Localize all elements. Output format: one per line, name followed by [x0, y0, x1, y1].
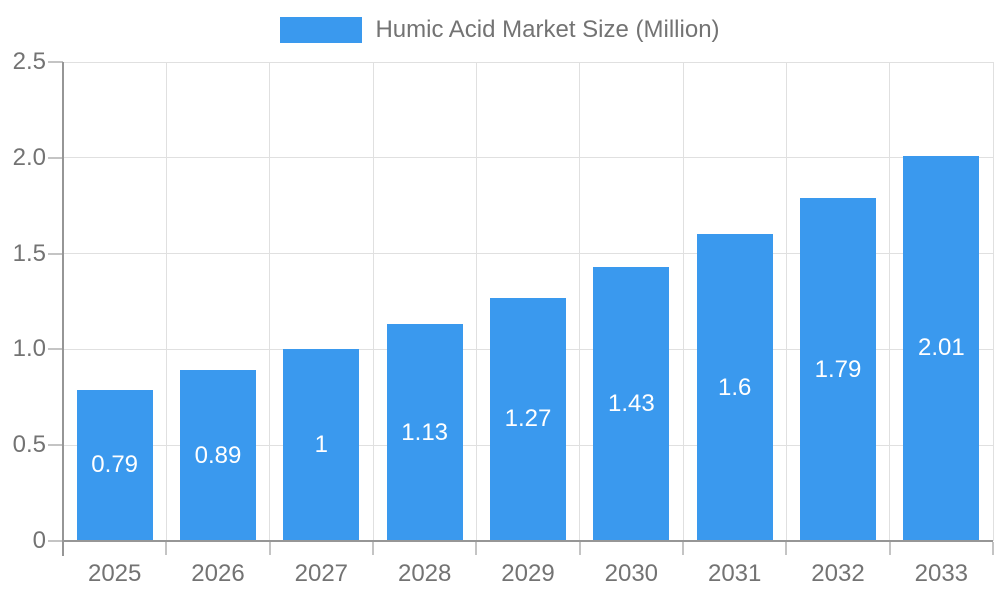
bar[interactable]: 1.43	[593, 267, 670, 541]
legend-label: Humic Acid Market Size (Million)	[375, 16, 720, 43]
bar-value-label: 1.43	[607, 389, 655, 417]
y-axis-label: 0.5	[12, 431, 46, 459]
x-gridline	[992, 62, 994, 541]
x-axis-line	[63, 540, 993, 542]
x-axis-tick	[475, 542, 478, 555]
x-axis-label: 2030	[604, 560, 659, 587]
legend-swatch	[280, 17, 363, 43]
x-axis-tick	[785, 542, 788, 555]
y-gridline	[63, 253, 993, 255]
bar[interactable]: 2.01	[903, 155, 980, 541]
x-axis-tick	[682, 542, 684, 555]
bar-value-label: 1.6	[717, 373, 752, 401]
bar-value-label: 1	[314, 431, 328, 459]
x-axis-label: 2028	[397, 560, 452, 587]
bar[interactable]: 0.79	[76, 389, 153, 541]
x-gridline	[372, 62, 374, 541]
x-gridline	[889, 62, 891, 541]
x-axis-tick	[268, 542, 271, 555]
x-axis-label: 2029	[501, 560, 555, 587]
bar[interactable]: 1.79	[800, 198, 876, 541]
bar-value-label: 2.01	[917, 334, 965, 362]
y-axis-label: 2.0	[12, 143, 46, 171]
x-gridline	[682, 62, 684, 541]
bar-value-label: 0.79	[91, 451, 139, 479]
x-axis-label: 2033	[914, 560, 969, 587]
x-axis-tick	[372, 542, 374, 555]
x-gridline	[475, 62, 477, 541]
bar-value-label: 1.79	[814, 355, 862, 383]
y-axis-tick	[48, 252, 63, 255]
y-axis-label: 1.0	[12, 335, 46, 363]
y-axis-label: 2.5	[12, 48, 46, 75]
chart-legend[interactable]: Humic Acid Market Size (Million)	[0, 14, 1000, 46]
bar-value-label: 0.89	[194, 441, 242, 469]
y-axis-tick	[48, 348, 63, 351]
bar-value-label: 1.13	[401, 418, 449, 446]
x-axis-label: 2032	[811, 560, 865, 587]
x-axis-label: 2031	[707, 560, 762, 587]
y-axis-line	[62, 62, 64, 556]
y-gridline	[63, 157, 993, 159]
bar[interactable]: 1.6	[696, 234, 773, 541]
x-gridline	[269, 62, 271, 541]
x-gridline	[165, 62, 167, 541]
x-axis-tick	[165, 542, 168, 555]
x-axis-label: 2027	[294, 560, 349, 587]
y-axis-tick	[48, 61, 63, 63]
bar[interactable]: 1.27	[490, 297, 566, 541]
bar[interactable]: 1.13	[386, 324, 463, 541]
x-gridline	[785, 62, 787, 541]
y-axis-tick	[48, 540, 63, 542]
bar[interactable]: 0.89	[180, 370, 256, 541]
y-gridline	[63, 61, 993, 63]
y-axis-label: 0	[32, 527, 46, 554]
x-axis-label: 2025	[87, 560, 142, 587]
bar-value-label: 1.27	[504, 405, 552, 433]
y-axis-tick	[48, 156, 63, 159]
bar[interactable]: 1	[283, 349, 360, 541]
y-axis-tick	[48, 444, 63, 447]
y-axis-label: 1.5	[12, 239, 46, 267]
x-axis-tick	[888, 542, 891, 555]
x-axis-tick	[578, 542, 581, 555]
x-gridline	[579, 62, 581, 541]
x-axis-tick	[992, 542, 994, 555]
x-axis-label: 2026	[191, 560, 245, 587]
